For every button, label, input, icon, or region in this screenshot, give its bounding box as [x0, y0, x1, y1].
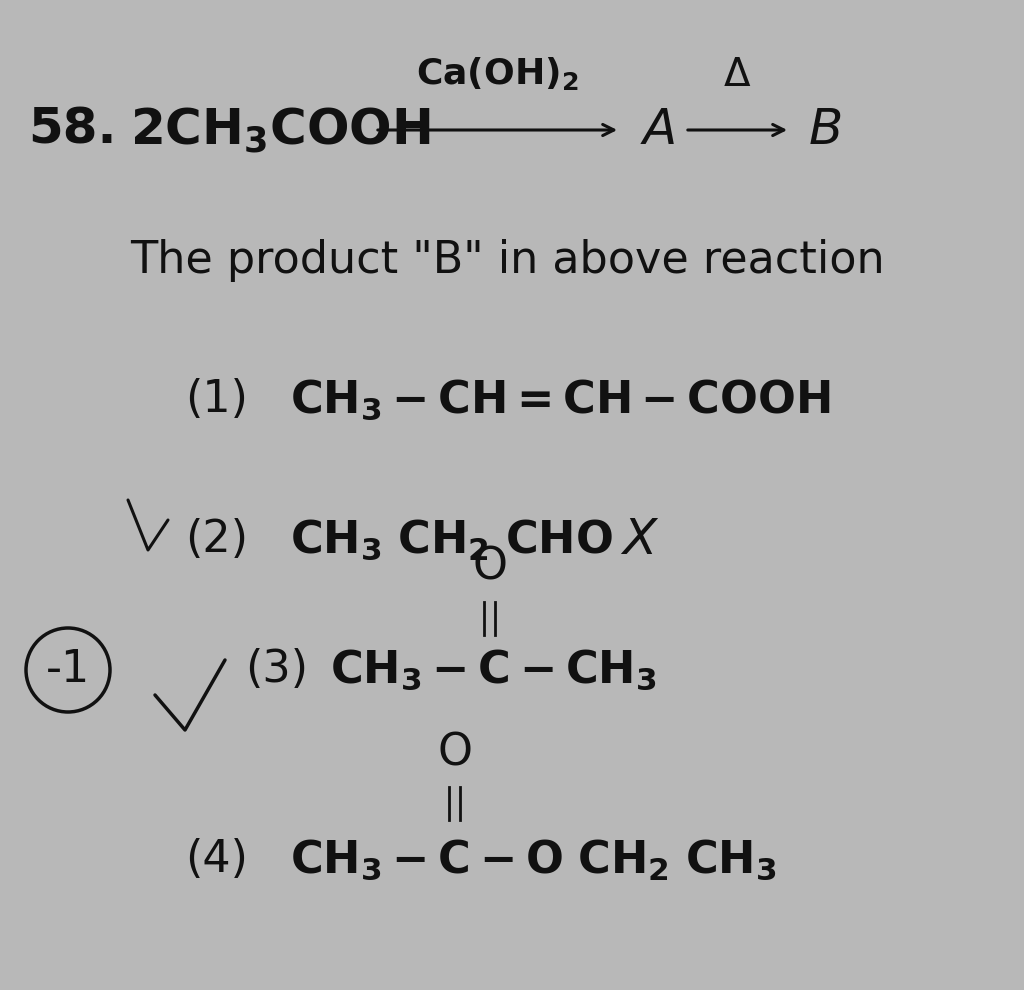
Text: O: O [437, 732, 472, 775]
Text: $\mathit{B}$: $\mathit{B}$ [808, 106, 842, 154]
Text: $\Delta$: $\Delta$ [723, 56, 752, 94]
Text: 58.: 58. [28, 106, 117, 154]
Text: $\mathbf{CH_3-C-CH_3}$: $\mathbf{CH_3-C-CH_3}$ [330, 647, 656, 692]
Text: $\mathit{A}$: $\mathit{A}$ [640, 106, 676, 154]
Text: O: O [472, 545, 508, 588]
Text: -1: -1 [46, 648, 90, 691]
Text: The product "B" in above reaction: The product "B" in above reaction [130, 239, 885, 281]
Text: $\mathbf{2CH_3COOH}$: $\mathbf{2CH_3COOH}$ [130, 105, 430, 154]
Text: $\mathit{X}$: $\mathit{X}$ [620, 516, 659, 564]
Text: $\mathbf{CH_3-CH=CH-COOH}$: $\mathbf{CH_3-CH=CH-COOH}$ [290, 378, 830, 423]
Text: $\mathbf{CH_3-C-O\ CH_2\ CH_3}$: $\mathbf{CH_3-C-O\ CH_2\ CH_3}$ [290, 838, 776, 882]
Text: $\mathbf{CH_3\ CH_2\ CHO}$: $\mathbf{CH_3\ CH_2\ CHO}$ [290, 518, 612, 562]
Text: (2): (2) [185, 519, 248, 561]
Text: $\mathbf{Ca(OH)_2}$: $\mathbf{Ca(OH)_2}$ [416, 55, 579, 92]
Text: (1): (1) [185, 378, 248, 422]
Text: (3): (3) [245, 648, 308, 691]
Text: (4): (4) [185, 839, 248, 881]
